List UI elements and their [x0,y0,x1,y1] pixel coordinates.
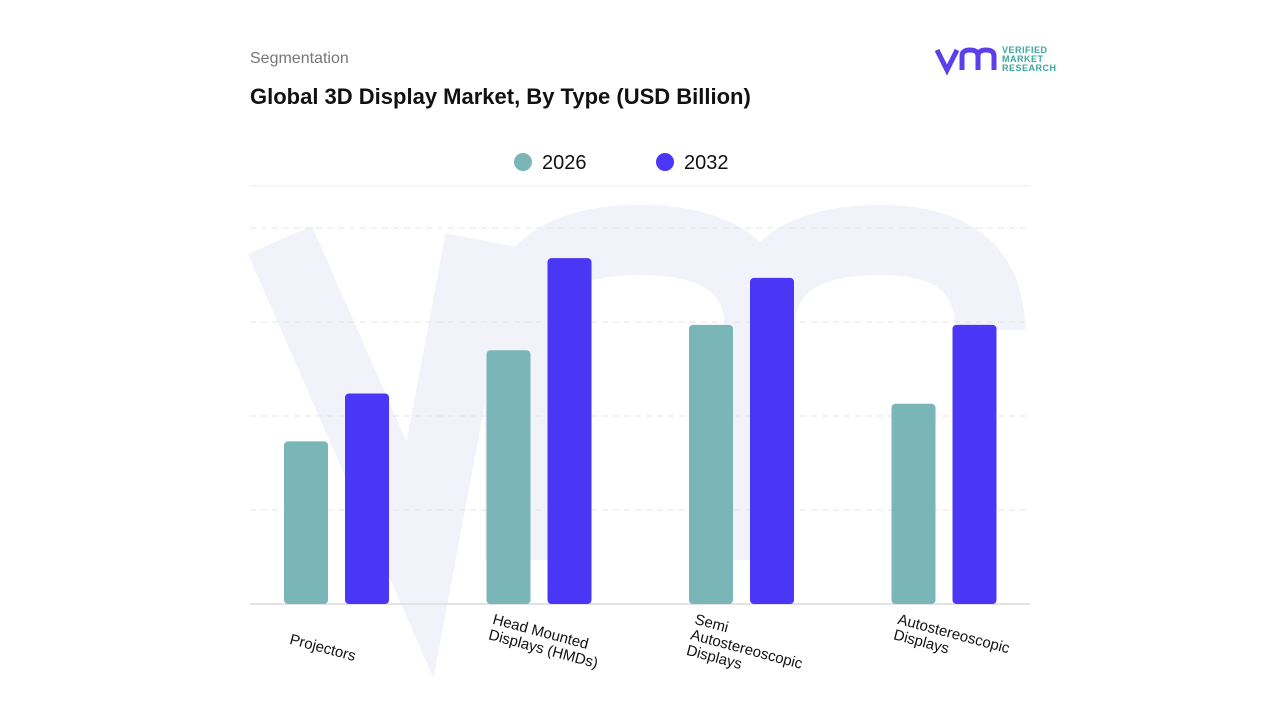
chart-title: Global 3D Display Market, By Type (USD B… [250,84,751,109]
bar [486,350,531,604]
bar [547,258,592,604]
bar [952,324,997,604]
legend-label: 2026 [542,152,587,174]
logo-text: VERIFIED MARKET RESEARCH [1002,45,1057,73]
logo-mark [934,47,997,76]
bar [750,277,794,604]
legend-label: 2032 [684,152,729,174]
subtitle: Segmentation [250,50,349,67]
bar [345,393,389,604]
legend-swatch [656,153,674,171]
bar [689,324,733,604]
bar [891,403,936,604]
bar [284,441,328,604]
legend-swatch [514,153,532,171]
